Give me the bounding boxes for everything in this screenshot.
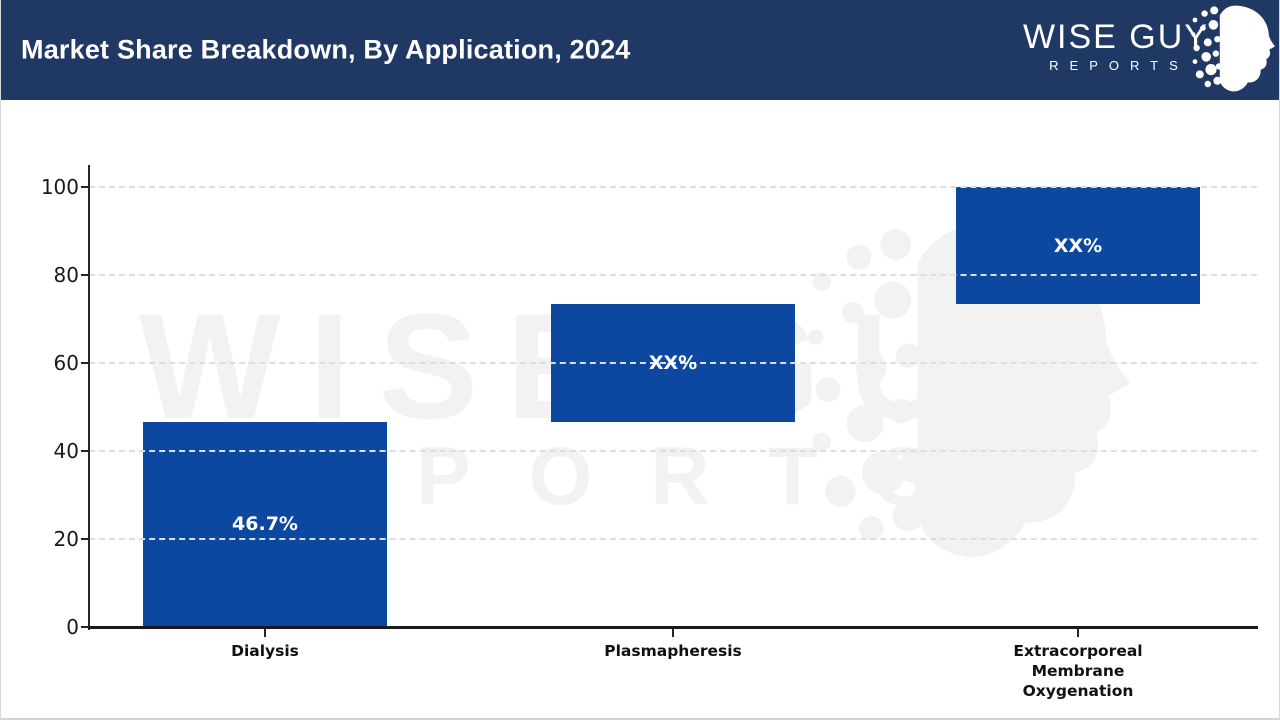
waterfall-chart: 0 20 40 60 80 100 46.7% Dialysis XX% Plasmapheres… [1,100,1279,718]
y-tick-label: 0 [66,615,79,639]
gridline [89,538,1257,540]
bar-value-label: 46.7% [232,513,298,536]
category-label: Extracorporeal Membrane Oxygenation [1013,642,1143,700]
brand-logo: WISE GUY REPORTS [1021,0,1279,100]
page-title: Market Share Breakdown, By Application, … [21,34,631,65]
header-bar: Market Share Breakdown, By Application, … [1,0,1279,100]
y-tick-mark [81,274,89,276]
brand-name: WISE GUY [1022,18,1209,56]
y-tick-label: 100 [40,175,79,199]
x-tick-mark [1077,629,1079,637]
category-label: Plasmapheresis [604,642,742,660]
bar-segment [143,421,387,627]
y-tick-mark [81,626,89,628]
category-label: Dialysis [231,642,299,660]
gridline [89,362,1257,364]
y-tick-label: 80 [53,263,79,287]
y-tick-mark [81,450,89,452]
bar-segment [956,187,1200,305]
gridline [89,450,1257,452]
x-tick-mark [672,629,674,637]
y-tick-label: 20 [53,527,79,551]
x-tick-mark [264,629,266,637]
bar-value-label: XX% [1053,234,1103,257]
bar-value-label: XX% [648,352,698,374]
y-tick-label: 60 [53,351,79,375]
gridline [89,186,1257,188]
watermark-face-icon [807,226,1131,557]
brand-logo-text: WISE GUY REPORTS [1023,20,1209,73]
brand-subname: REPORTS [1049,58,1189,73]
brand-face-icon [1191,5,1275,92]
y-axis-line [88,165,90,630]
y-tick-label: 40 [53,439,79,463]
x-axis-line [88,626,1258,629]
y-tick-mark [81,186,89,188]
y-tick-mark [81,362,89,364]
gridline [89,274,1257,276]
y-tick-mark [81,538,89,540]
